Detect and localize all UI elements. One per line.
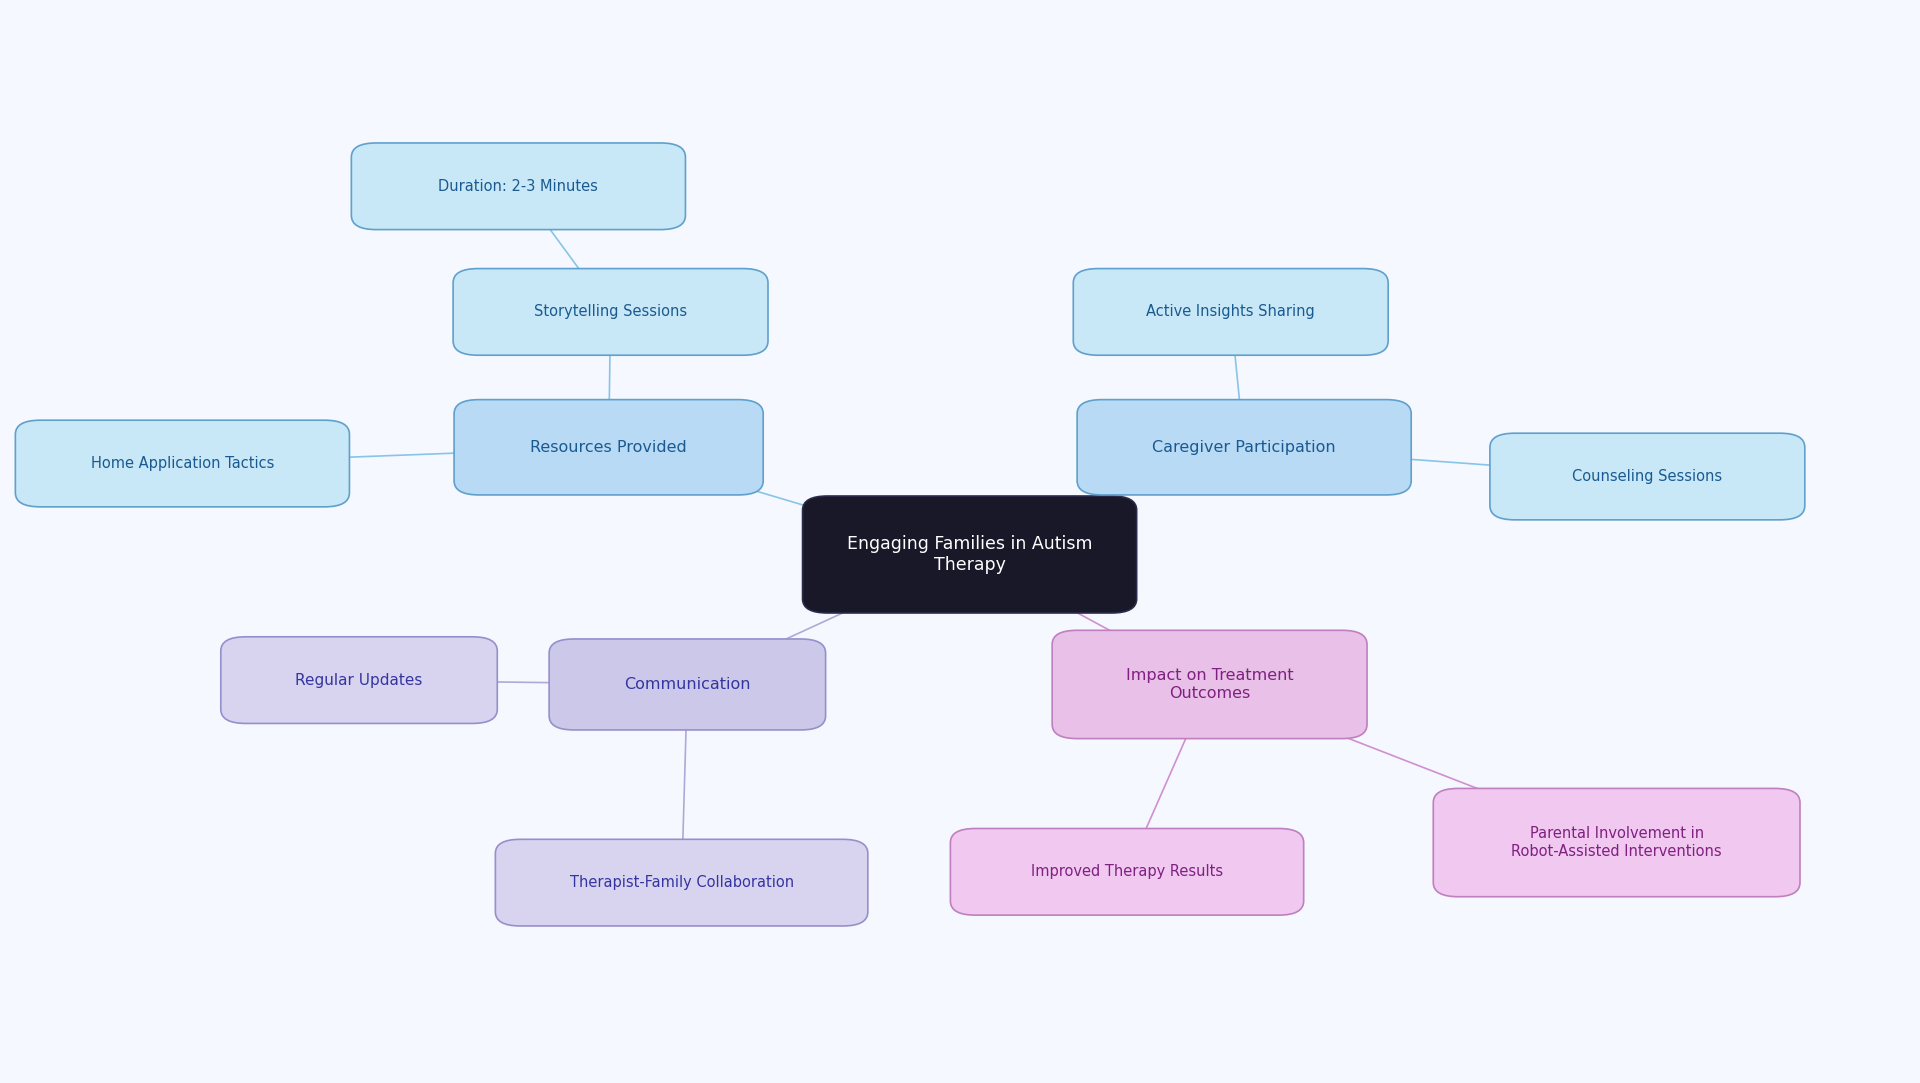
FancyBboxPatch shape [15, 420, 349, 507]
FancyBboxPatch shape [1077, 400, 1411, 495]
FancyBboxPatch shape [1490, 433, 1805, 520]
Text: Home Application Tactics: Home Application Tactics [90, 456, 275, 471]
Text: Duration: 2-3 Minutes: Duration: 2-3 Minutes [438, 179, 599, 194]
Text: Regular Updates: Regular Updates [296, 673, 422, 688]
Text: Communication: Communication [624, 677, 751, 692]
FancyBboxPatch shape [453, 400, 762, 495]
Text: Therapist-Family Collaboration: Therapist-Family Collaboration [570, 875, 793, 890]
Text: Engaging Families in Autism
Therapy: Engaging Families in Autism Therapy [847, 535, 1092, 574]
FancyBboxPatch shape [351, 143, 685, 230]
Text: Parental Involvement in
Robot-Assisted Interventions: Parental Involvement in Robot-Assisted I… [1511, 826, 1722, 859]
FancyBboxPatch shape [221, 637, 497, 723]
FancyBboxPatch shape [1073, 269, 1388, 355]
Text: Caregiver Participation: Caregiver Participation [1152, 440, 1336, 455]
Text: Active Insights Sharing: Active Insights Sharing [1146, 304, 1315, 319]
Text: Resources Provided: Resources Provided [530, 440, 687, 455]
FancyBboxPatch shape [495, 839, 868, 926]
FancyBboxPatch shape [950, 828, 1304, 915]
FancyBboxPatch shape [549, 639, 826, 730]
Text: Counseling Sessions: Counseling Sessions [1572, 469, 1722, 484]
Text: Improved Therapy Results: Improved Therapy Results [1031, 864, 1223, 879]
Text: Storytelling Sessions: Storytelling Sessions [534, 304, 687, 319]
FancyBboxPatch shape [453, 269, 768, 355]
FancyBboxPatch shape [1052, 630, 1367, 739]
Text: Impact on Treatment
Outcomes: Impact on Treatment Outcomes [1125, 668, 1294, 701]
FancyBboxPatch shape [803, 496, 1137, 613]
FancyBboxPatch shape [1432, 788, 1801, 897]
